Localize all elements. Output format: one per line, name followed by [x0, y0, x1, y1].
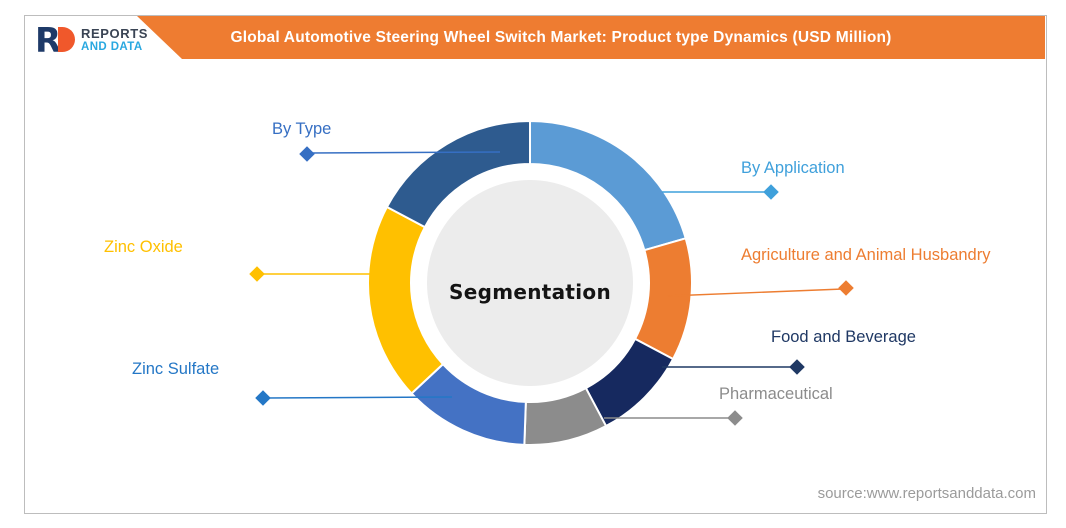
- donut-center-circle: [427, 180, 633, 386]
- food-and-beverage-diamond-icon: [789, 359, 805, 375]
- pharmaceutical-diamond-icon: [727, 410, 743, 426]
- svg-text:R: R: [37, 26, 61, 54]
- by-type-label: By Type: [272, 120, 332, 138]
- food-and-beverage-label: Food and Beverage: [771, 328, 916, 346]
- pharmaceutical-label: Pharmaceutical: [719, 385, 833, 403]
- reports-and-data-logo: R REPORTS AND DATA: [37, 26, 148, 54]
- agriculture-leader-line: [667, 288, 844, 297]
- zinc-sulfate-label: Zinc Sulfate: [132, 360, 220, 378]
- zinc-sulfate-diamond-icon: [255, 390, 271, 406]
- by-application-label: By Application: [741, 159, 845, 177]
- agriculture-diamond-icon: [838, 280, 854, 296]
- donut-segment-agriculture-and-animal-husbandry: [633, 237, 693, 361]
- logo-mark-icon: R: [37, 26, 75, 54]
- by-type-leader-line: [308, 151, 501, 154]
- logo-text-reports: REPORTS: [81, 25, 149, 41]
- by-type-diamond-icon: [299, 146, 315, 162]
- agriculture-label: Agriculture and Animal Husbandry: [741, 246, 991, 264]
- donut-center-label: Segmentation: [449, 280, 611, 304]
- page-title: Global Automotive Steering Wheel Switch …: [230, 28, 892, 46]
- zinc-oxide-diamond-icon: [249, 266, 265, 282]
- zinc-sulfate-leader-line: [265, 396, 453, 399]
- title-banner: Global Automotive Steering Wheel Switch …: [137, 16, 1045, 59]
- logo-text-and-data: AND DATA: [81, 40, 143, 53]
- donut-segment-by-type: [385, 119, 531, 229]
- zinc-oxide-label: Zinc Oxide: [104, 238, 183, 256]
- source-attribution: source:www.reportsanddata.com: [817, 485, 1036, 502]
- by-application-diamond-icon: [763, 184, 779, 200]
- donut-ring: [367, 119, 693, 446]
